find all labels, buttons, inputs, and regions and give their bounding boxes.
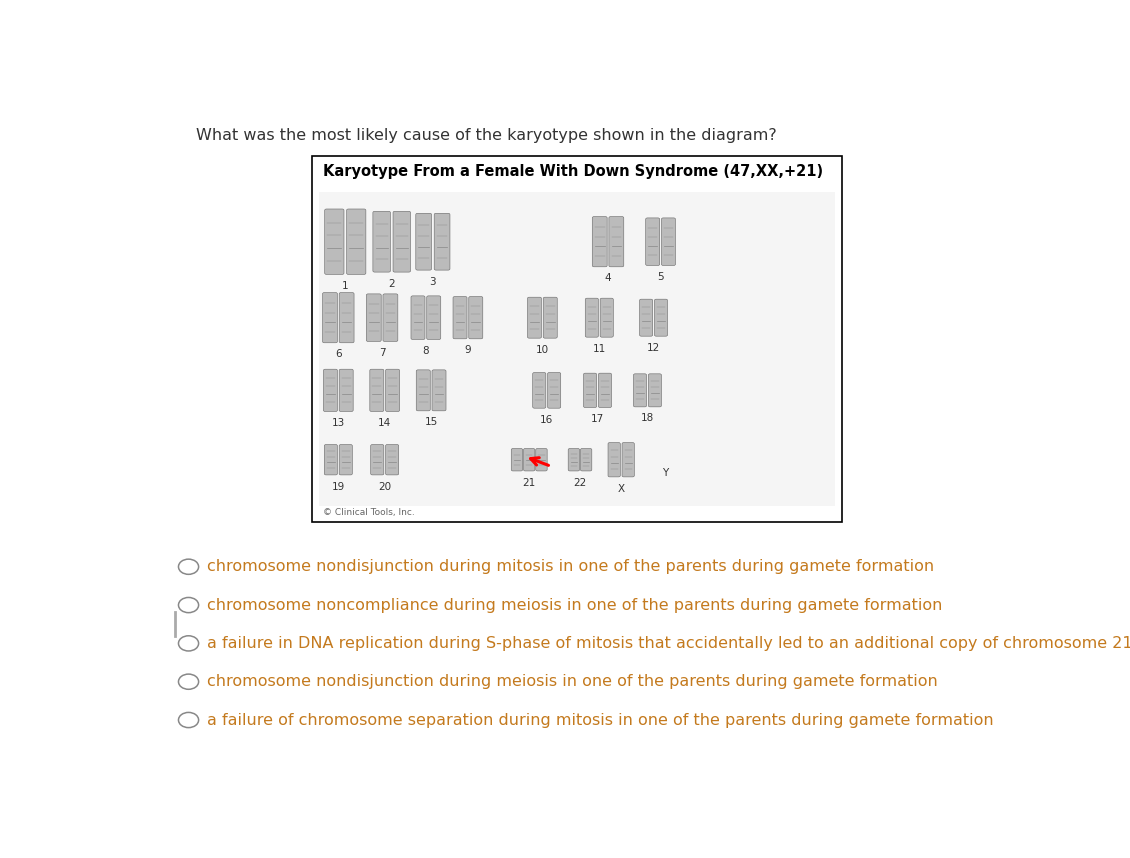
FancyBboxPatch shape xyxy=(339,444,353,475)
FancyBboxPatch shape xyxy=(548,372,560,408)
FancyBboxPatch shape xyxy=(568,449,580,471)
FancyBboxPatch shape xyxy=(645,218,660,265)
FancyBboxPatch shape xyxy=(323,369,338,412)
Text: 16: 16 xyxy=(540,414,554,425)
Text: Karyotype From a Female With Down Syndrome (47,XX,+21): Karyotype From a Female With Down Syndro… xyxy=(322,165,823,179)
Text: 21: 21 xyxy=(522,478,536,487)
FancyBboxPatch shape xyxy=(609,216,624,267)
Circle shape xyxy=(179,559,199,574)
Text: 3: 3 xyxy=(429,277,436,287)
FancyBboxPatch shape xyxy=(544,297,557,338)
FancyBboxPatch shape xyxy=(385,369,400,412)
FancyBboxPatch shape xyxy=(371,444,384,475)
Text: 22: 22 xyxy=(573,478,586,487)
Circle shape xyxy=(179,597,199,613)
FancyBboxPatch shape xyxy=(322,293,338,343)
Text: chromosome noncompliance during meiosis in one of the parents during gamete form: chromosome noncompliance during meiosis … xyxy=(207,597,942,613)
Text: 18: 18 xyxy=(641,414,654,424)
FancyBboxPatch shape xyxy=(532,372,546,408)
Text: 6: 6 xyxy=(334,349,341,360)
FancyBboxPatch shape xyxy=(339,369,354,412)
Circle shape xyxy=(179,674,199,689)
FancyBboxPatch shape xyxy=(622,443,634,477)
FancyBboxPatch shape xyxy=(383,294,398,341)
FancyBboxPatch shape xyxy=(324,444,338,475)
Circle shape xyxy=(179,712,199,728)
Text: 19: 19 xyxy=(332,481,345,492)
Bar xyxy=(312,156,842,523)
FancyBboxPatch shape xyxy=(585,299,599,337)
Text: 20: 20 xyxy=(379,481,391,492)
Text: 15: 15 xyxy=(425,418,437,427)
FancyBboxPatch shape xyxy=(427,296,441,340)
Text: a failure in DNA replication during S-phase of mitosis that accidentally led to : a failure in DNA replication during S-ph… xyxy=(207,636,1130,651)
Circle shape xyxy=(179,636,199,651)
FancyBboxPatch shape xyxy=(434,214,450,270)
Text: a failure of chromosome separation during mitosis in one of the parents during g: a failure of chromosome separation durin… xyxy=(207,712,993,728)
FancyBboxPatch shape xyxy=(654,299,668,336)
FancyBboxPatch shape xyxy=(634,374,646,407)
FancyBboxPatch shape xyxy=(599,373,611,408)
FancyBboxPatch shape xyxy=(393,211,410,272)
Text: 8: 8 xyxy=(423,346,429,356)
Text: Y: Y xyxy=(662,468,668,478)
FancyBboxPatch shape xyxy=(339,293,354,343)
FancyBboxPatch shape xyxy=(661,218,676,265)
FancyBboxPatch shape xyxy=(370,369,384,412)
FancyBboxPatch shape xyxy=(385,444,399,475)
FancyBboxPatch shape xyxy=(600,299,614,337)
Text: 9: 9 xyxy=(464,346,471,355)
FancyBboxPatch shape xyxy=(583,373,597,408)
FancyBboxPatch shape xyxy=(347,209,366,275)
Text: 2: 2 xyxy=(389,279,396,288)
Text: 5: 5 xyxy=(658,272,664,282)
Text: 1: 1 xyxy=(342,281,349,291)
FancyBboxPatch shape xyxy=(640,299,653,336)
FancyBboxPatch shape xyxy=(608,443,620,477)
FancyBboxPatch shape xyxy=(416,370,431,411)
FancyBboxPatch shape xyxy=(511,449,523,471)
FancyBboxPatch shape xyxy=(469,297,483,339)
FancyBboxPatch shape xyxy=(528,297,541,338)
FancyBboxPatch shape xyxy=(366,294,381,341)
FancyBboxPatch shape xyxy=(592,216,607,267)
Text: chromosome nondisjunction during meiosis in one of the parents during gamete for: chromosome nondisjunction during meiosis… xyxy=(207,674,938,689)
Text: chromosome nondisjunction during mitosis in one of the parents during gamete for: chromosome nondisjunction during mitosis… xyxy=(207,559,935,574)
FancyBboxPatch shape xyxy=(453,297,467,339)
FancyBboxPatch shape xyxy=(581,449,592,471)
Text: 10: 10 xyxy=(536,345,549,354)
Text: X: X xyxy=(618,484,625,493)
FancyBboxPatch shape xyxy=(373,211,390,272)
FancyBboxPatch shape xyxy=(324,209,344,275)
Text: 7: 7 xyxy=(379,348,385,358)
Bar xyxy=(319,192,835,506)
Text: 4: 4 xyxy=(605,274,611,283)
Text: 11: 11 xyxy=(592,344,606,353)
FancyBboxPatch shape xyxy=(649,374,661,407)
FancyBboxPatch shape xyxy=(411,296,425,340)
Text: © Clinical Tools, Inc.: © Clinical Tools, Inc. xyxy=(322,508,415,517)
FancyBboxPatch shape xyxy=(416,214,432,270)
Text: 17: 17 xyxy=(591,414,605,424)
Text: What was the most likely cause of the karyotype shown in the diagram?: What was the most likely cause of the ka… xyxy=(195,128,776,143)
Text: 12: 12 xyxy=(647,343,660,353)
FancyBboxPatch shape xyxy=(432,370,446,411)
Text: 13: 13 xyxy=(332,418,345,428)
Text: 14: 14 xyxy=(379,418,391,428)
FancyBboxPatch shape xyxy=(523,449,534,471)
FancyBboxPatch shape xyxy=(536,449,547,471)
